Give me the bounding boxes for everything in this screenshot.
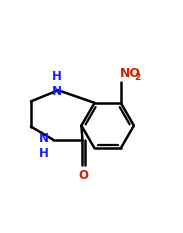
Text: H: H bbox=[52, 70, 62, 83]
Text: N: N bbox=[52, 85, 62, 98]
Text: O: O bbox=[79, 169, 89, 182]
Text: H: H bbox=[39, 147, 49, 160]
Text: 2: 2 bbox=[134, 73, 141, 82]
Text: N: N bbox=[39, 132, 49, 145]
Text: NO: NO bbox=[120, 67, 141, 80]
